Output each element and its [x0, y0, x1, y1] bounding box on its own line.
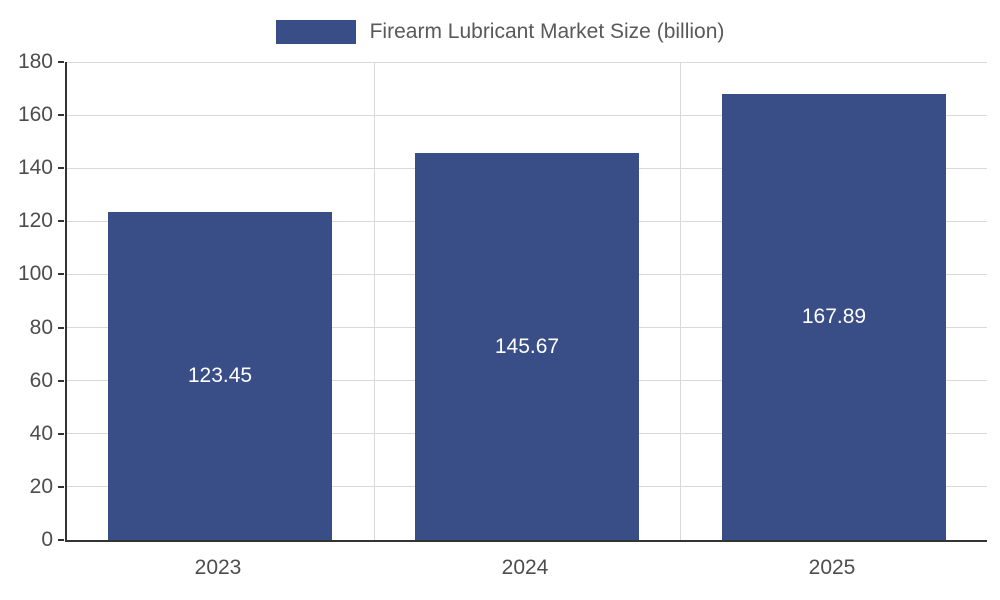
bar-value-label: 167.89	[801, 305, 867, 328]
y-axis-tick-label: 160	[17, 103, 53, 127]
y-axis-tick-mark	[58, 539, 64, 541]
chart-legend: Firearm Lubricant Market Size (billion)	[0, 16, 1000, 48]
y-axis-tick-label: 180	[17, 50, 53, 73]
plot-area: 123.45 145.67 167.89	[65, 61, 987, 542]
y-axis-tick-label: 20	[29, 474, 53, 498]
bar-value-label: 123.45	[187, 364, 253, 387]
y-axis-tick-label: 100	[17, 262, 53, 286]
y-axis-tick-label: 0	[41, 528, 53, 551]
x-axis-tick-label: 2025	[808, 556, 856, 579]
y-axis-tick-mark	[58, 273, 64, 276]
bar-value-label: 145.67	[494, 335, 560, 358]
gridline-vertical	[374, 62, 375, 540]
legend-swatch	[275, 20, 356, 44]
gridline-horizontal	[67, 114, 987, 116]
y-axis-tick-label: 40	[29, 421, 53, 445]
bar-2025: 167.89	[722, 94, 946, 540]
y-axis-tick-mark	[58, 432, 64, 435]
bar-2023: 123.45	[108, 212, 332, 540]
x-axis-tick-label: 2024	[501, 556, 549, 579]
y-axis-tick-mark	[58, 114, 64, 117]
y-axis-tick-mark	[58, 485, 64, 488]
y-axis-tick-label: 80	[29, 315, 53, 339]
y-axis-tick-label: 120	[17, 209, 53, 233]
x-axis-tick-label: 2023	[194, 556, 242, 579]
chart-title: Firearm Lubricant Market Size (billion)	[369, 20, 725, 43]
y-axis-tick-mark	[58, 167, 64, 170]
y-axis-tick-mark	[58, 61, 64, 63]
y-axis-tick-mark	[58, 220, 64, 223]
y-axis-tick-label: 140	[17, 156, 53, 180]
y-axis-tick-label: 60	[29, 368, 53, 392]
bar-2024: 145.67	[415, 153, 639, 540]
y-axis-tick-mark	[58, 326, 64, 329]
y-axis-tick-mark	[58, 379, 64, 382]
gridline-vertical	[680, 62, 681, 540]
gridline-horizontal	[67, 61, 987, 63]
